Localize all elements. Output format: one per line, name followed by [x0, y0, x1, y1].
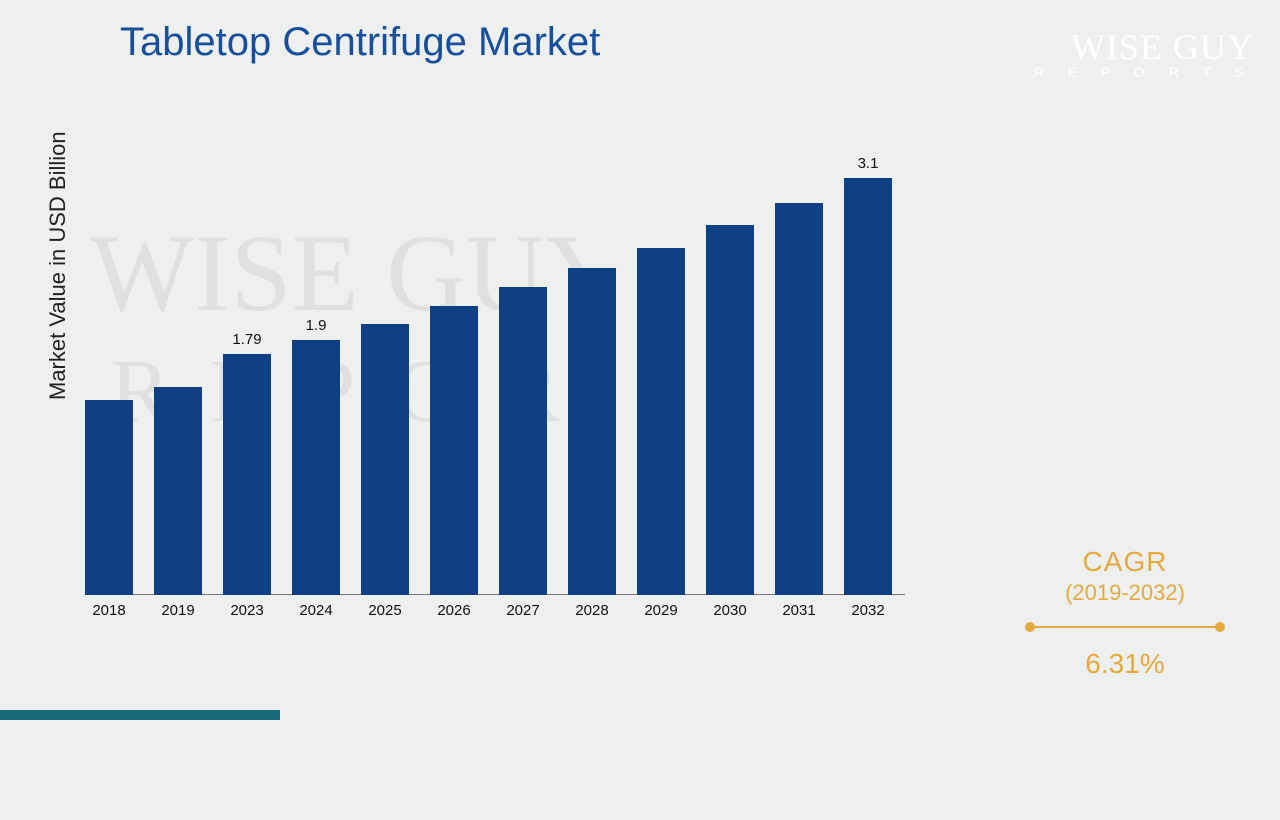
- bar: [85, 400, 133, 595]
- cagr-label: CAGR: [970, 546, 1280, 578]
- x-tick-label: 2019: [161, 602, 194, 619]
- bar-value-label: 1.79: [232, 331, 261, 348]
- chart-title: Tabletop Centrifuge Market: [120, 20, 600, 65]
- bar: [499, 287, 547, 595]
- bar: [361, 324, 409, 595]
- y-axis-label: Market Value in USD Billion: [45, 131, 71, 400]
- bar: [844, 178, 892, 595]
- x-tick-label: 2031: [782, 602, 815, 619]
- x-tick-label: 2023: [230, 602, 263, 619]
- x-tick-label: 2030: [713, 602, 746, 619]
- bar: [775, 203, 823, 595]
- bar: [568, 268, 616, 595]
- x-tick-label: 2032: [851, 602, 884, 619]
- cagr-block: CAGR (2019-2032) 6.31%: [970, 546, 1280, 680]
- x-tick-label: 2025: [368, 602, 401, 619]
- x-tick-label: 2029: [644, 602, 677, 619]
- bar: [154, 387, 202, 595]
- x-tick-label: 2028: [575, 602, 608, 619]
- bar: [292, 340, 340, 595]
- bar: [706, 225, 754, 595]
- bar-chart: 2018201920231.7920241.920252026202720282…: [85, 165, 905, 595]
- bar-value-label: 1.9: [306, 317, 327, 334]
- accent-strip: [0, 710, 280, 720]
- cagr-divider: [1030, 626, 1220, 628]
- logo-line1: WISE GUY: [1034, 26, 1254, 68]
- cagr-value: 6.31%: [970, 648, 1280, 680]
- brand-logo: WISE GUY R E P O R T S: [1034, 26, 1254, 80]
- x-tick-label: 2018: [92, 602, 125, 619]
- x-tick-label: 2026: [437, 602, 470, 619]
- x-tick-label: 2027: [506, 602, 539, 619]
- bar: [430, 306, 478, 595]
- x-tick-label: 2024: [299, 602, 332, 619]
- logo-line2: R E P O R T S: [1034, 64, 1254, 80]
- bar: [637, 248, 685, 595]
- bar-value-label: 3.1: [858, 155, 879, 172]
- bar: [223, 354, 271, 595]
- cagr-period: (2019-2032): [970, 580, 1280, 606]
